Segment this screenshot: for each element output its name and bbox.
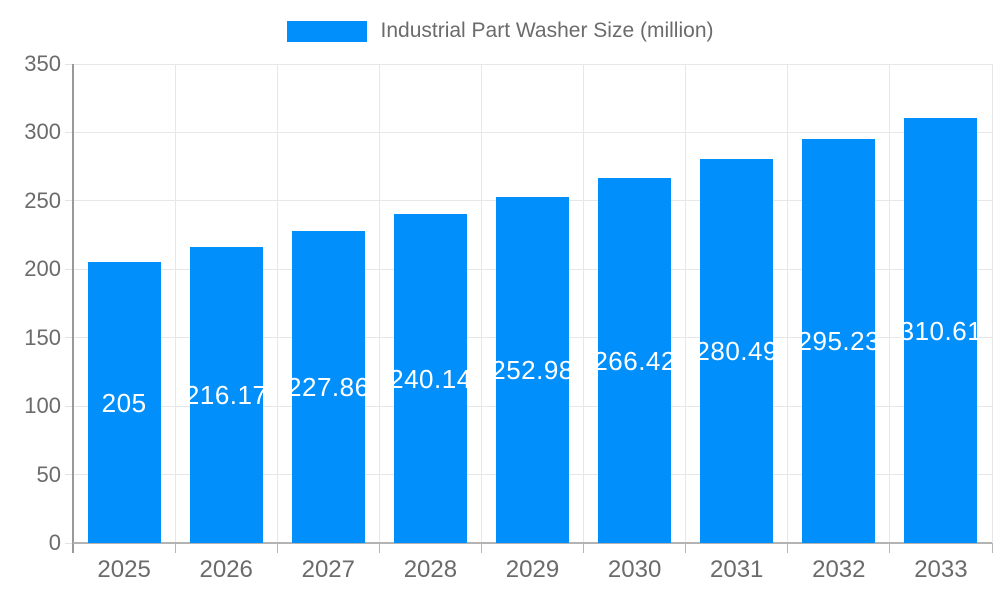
- y-axis-tick: [65, 474, 73, 476]
- bar[interactable]: [598, 178, 672, 543]
- y-axis-tick: [65, 268, 73, 270]
- y-axis-label: 150: [24, 324, 61, 350]
- bar[interactable]: [700, 159, 774, 543]
- y-gridline: [73, 131, 992, 133]
- x-axis-label: 2028: [403, 556, 458, 583]
- y-axis-label: 50: [36, 461, 61, 487]
- x-axis-tick: [991, 543, 993, 553]
- x-axis-tick: [480, 543, 482, 553]
- x-axis-label: 2029: [505, 556, 560, 583]
- y-axis-line: [72, 64, 74, 553]
- bar[interactable]: [291, 231, 365, 543]
- x-axis-label: 2026: [199, 556, 253, 583]
- x-axis-tick: [583, 543, 585, 553]
- bar[interactable]: [904, 117, 978, 543]
- legend-label: Industrial Part Washer Size (million): [380, 19, 714, 42]
- x-axis-line: [73, 542, 992, 544]
- x-gridline: [378, 64, 380, 543]
- x-axis-label: 2032: [812, 556, 866, 583]
- y-axis-tick: [65, 405, 73, 407]
- y-axis-tick: [65, 131, 73, 133]
- y-axis-label: 300: [24, 119, 61, 145]
- x-gridline: [583, 64, 585, 543]
- x-gridline: [991, 64, 993, 543]
- x-axis-tick: [787, 543, 789, 553]
- y-axis-label: 350: [24, 51, 61, 76]
- x-axis-label: 2031: [709, 556, 764, 583]
- y-axis-label: 250: [24, 187, 61, 213]
- legend-swatch-icon: [286, 20, 367, 42]
- bar[interactable]: [393, 214, 467, 543]
- y-axis-tick: [65, 542, 73, 544]
- x-axis-label: 2025: [97, 556, 151, 583]
- x-gridline: [480, 64, 482, 543]
- x-gridline: [685, 64, 687, 543]
- y-axis-tick: [65, 337, 73, 339]
- legend: Industrial Part Washer Size (million): [0, 19, 1000, 43]
- y-axis-tick: [65, 63, 73, 65]
- y-axis-label: 100: [24, 393, 61, 419]
- y-axis-label: 200: [24, 256, 61, 282]
- x-axis-tick: [378, 543, 380, 553]
- x-gridline: [174, 64, 176, 543]
- bar[interactable]: [802, 139, 876, 543]
- bar[interactable]: [496, 196, 569, 543]
- x-gridline: [276, 64, 278, 543]
- x-axis-label: 2033: [914, 556, 968, 583]
- bar[interactable]: [87, 262, 161, 543]
- y-axis-label: 0: [48, 530, 61, 555]
- x-axis-tick: [174, 543, 176, 553]
- x-axis-tick: [685, 543, 687, 553]
- bar[interactable]: [189, 247, 263, 543]
- x-axis-label: 2030: [607, 556, 662, 583]
- x-gridline: [787, 64, 789, 543]
- legend-item[interactable]: Industrial Part Washer Size (million): [286, 19, 714, 43]
- x-gridline: [889, 64, 891, 543]
- y-gridline: [73, 63, 992, 65]
- x-axis-tick: [276, 543, 278, 553]
- y-axis-tick: [65, 200, 73, 202]
- x-axis-label: 2027: [301, 556, 355, 583]
- x-axis-tick: [889, 543, 891, 553]
